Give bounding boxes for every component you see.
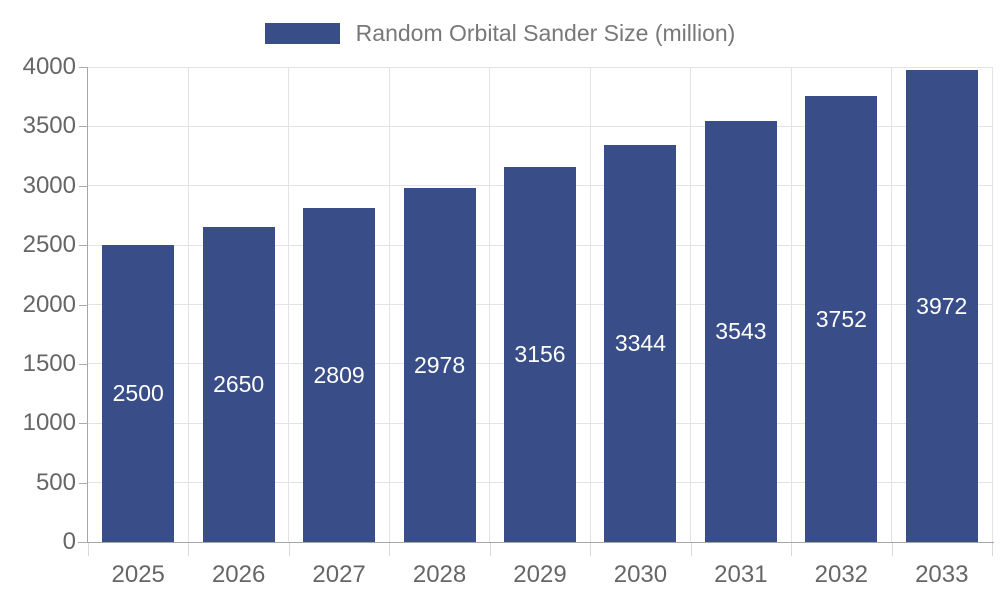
y-axis-tick-label: 1000 (22, 409, 76, 437)
gridline-v (388, 67, 390, 542)
y-axis-tick-label: 0 (62, 528, 76, 555)
x-axis-tick (891, 543, 893, 556)
bar-2032: 3752 (805, 96, 878, 542)
y-axis-tick (79, 304, 88, 306)
legend-swatch (264, 22, 340, 44)
x-axis-tick (992, 543, 993, 556)
y-axis-tick-label: 1500 (22, 349, 76, 377)
bar-value-label: 3156 (514, 341, 566, 368)
bar-value-label: 2978 (413, 351, 466, 378)
bar-value-label: 2500 (112, 380, 164, 407)
bar-value-label: 3972 (916, 292, 968, 319)
x-axis-tick-label: 2025 (111, 561, 165, 588)
x-axis-tick-label: 2031 (714, 561, 768, 588)
gridline-v (790, 67, 792, 542)
bar-value-label: 2650 (213, 371, 265, 398)
gridline-v (288, 67, 290, 542)
bar-2033: 3972 (905, 70, 978, 542)
gridline-v (891, 67, 893, 542)
x-axis-line (78, 542, 994, 543)
y-axis-tick-label: 2000 (22, 290, 76, 318)
gridline-v (187, 67, 189, 542)
gridline-h (88, 66, 992, 68)
y-axis-tick (79, 542, 88, 543)
x-axis-tick-label: 2029 (513, 561, 567, 588)
y-axis-tick (79, 423, 88, 425)
bar-value-label: 3543 (715, 318, 767, 345)
x-axis-tick (489, 543, 491, 556)
gridline-h (88, 125, 992, 127)
x-axis-tick (590, 543, 592, 556)
gridline-v (489, 67, 491, 542)
y-axis-tick (79, 245, 88, 247)
x-axis-tick-label: 2027 (312, 561, 366, 588)
bar-value-label: 3752 (815, 305, 867, 332)
y-axis-tick-label: 3500 (22, 112, 76, 140)
y-axis-tick (79, 363, 88, 365)
x-axis-tick-label: 2026 (211, 561, 266, 588)
x-axis-tick (690, 543, 692, 556)
x-axis-tick-label: 2030 (613, 561, 668, 588)
y-axis-tick-label: 4000 (22, 53, 76, 80)
y-axis-tick (79, 126, 88, 128)
bar-2027: 2809 (303, 208, 376, 542)
bar-2029: 3156 (504, 167, 576, 542)
x-axis-tick (791, 543, 793, 556)
x-axis-tick-label: 2028 (412, 561, 467, 588)
bar-2028: 2978 (403, 188, 476, 542)
y-axis-tick-label: 2500 (22, 231, 76, 259)
gridline-v (589, 67, 591, 542)
bar-2025: 2500 (102, 245, 175, 542)
bar-2030: 3344 (604, 144, 677, 542)
y-axis-tick-label: 500 (35, 468, 76, 496)
y-axis-tick (79, 67, 88, 68)
x-axis-tick-label: 2033 (915, 561, 969, 588)
bar-2031: 3543 (704, 121, 777, 542)
x-axis-tick (88, 543, 89, 556)
bar-value-label: 3344 (614, 329, 667, 356)
bar-2026: 2650 (202, 227, 275, 542)
legend-item[interactable]: Random Orbital Sander Size (million) (0, 20, 1000, 46)
y-axis-tick-label: 3000 (22, 171, 76, 199)
x-axis-tick (188, 543, 190, 556)
x-axis-tick-label: 2032 (814, 561, 869, 588)
x-axis-tick (389, 543, 391, 556)
x-axis-tick (288, 543, 290, 556)
legend-label: Random Orbital Sander Size (million) (355, 19, 736, 46)
gridline-v (690, 67, 692, 542)
y-axis-tick (79, 185, 88, 187)
y-axis-tick (79, 482, 88, 484)
bar-value-label: 2809 (313, 361, 365, 388)
gridline-v (991, 67, 993, 542)
